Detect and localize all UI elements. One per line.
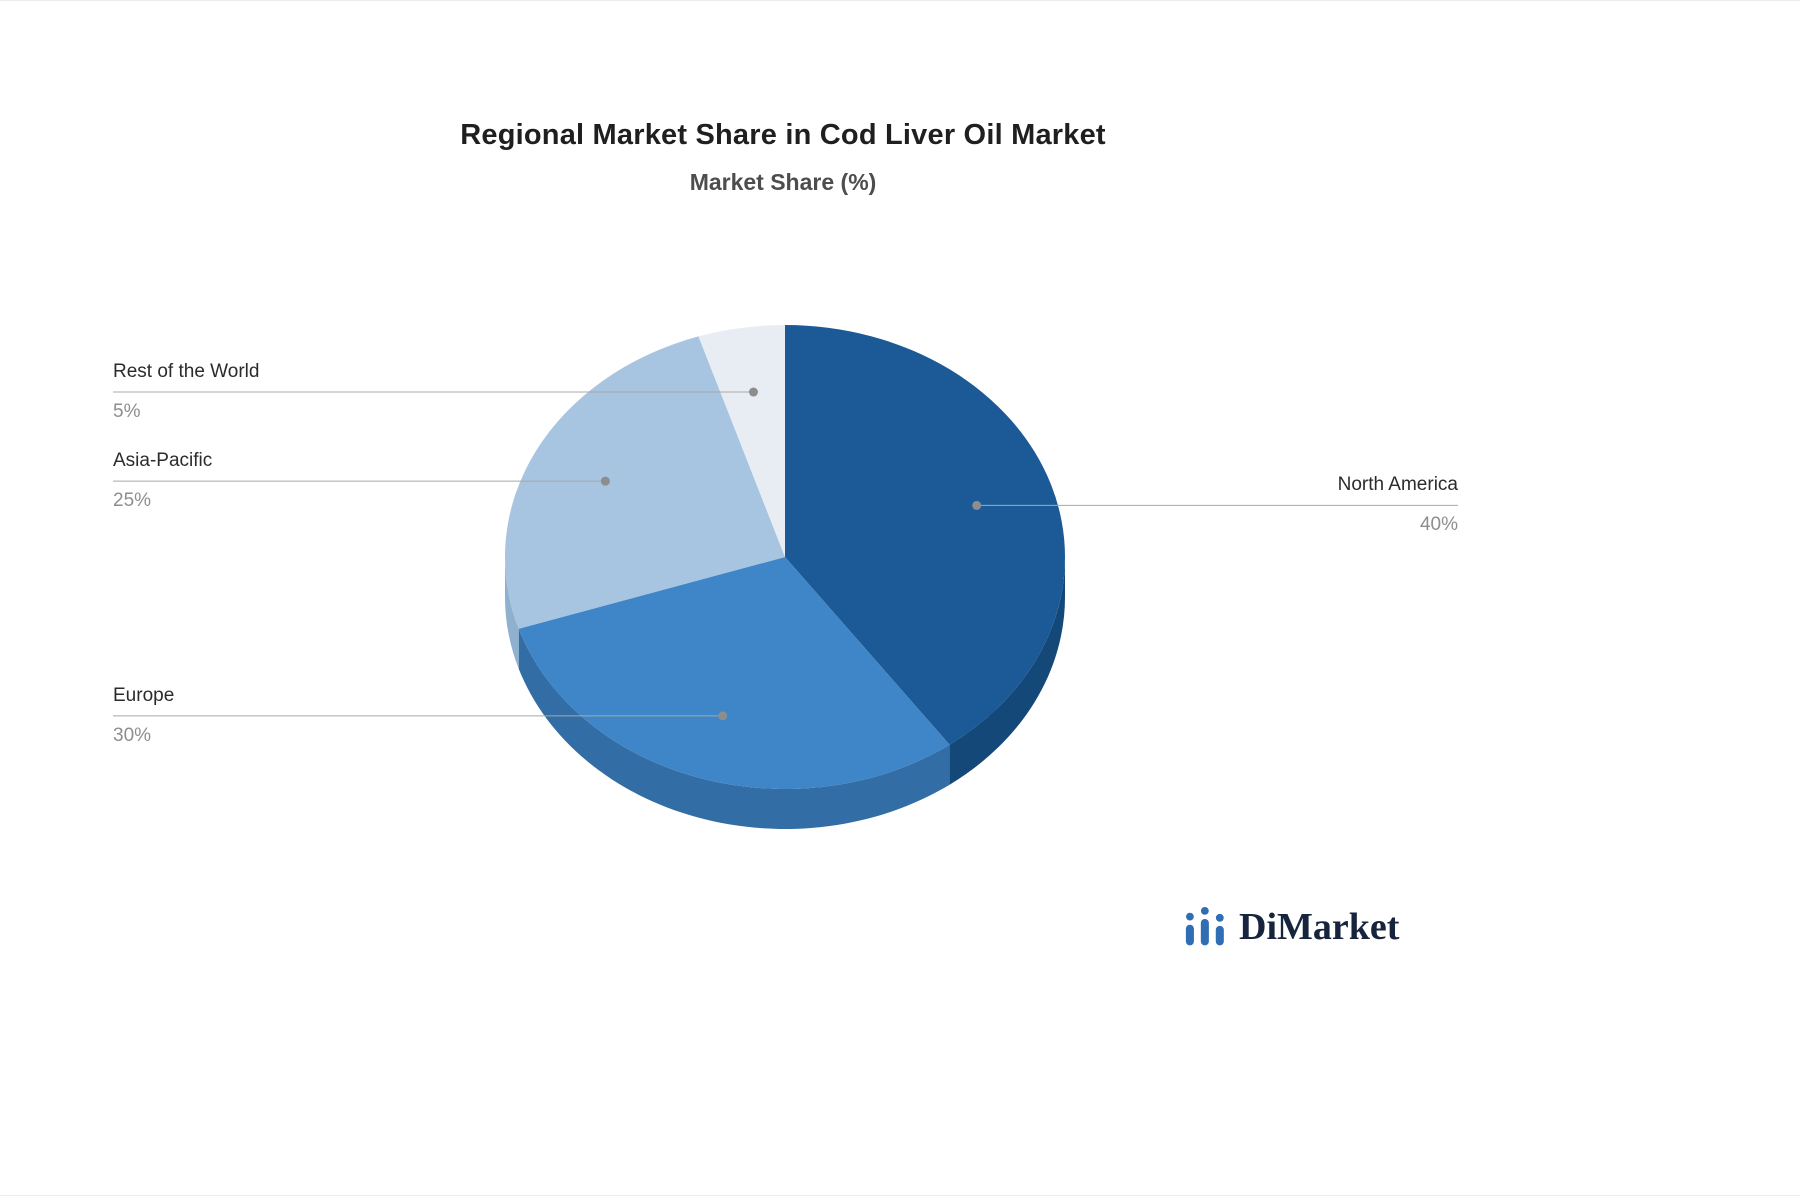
slice-label-rest-of-world: Rest of the World 5% bbox=[113, 359, 753, 425]
dimarket-logo: DiMarket bbox=[1183, 904, 1399, 950]
slice-value: 5% bbox=[113, 401, 141, 423]
chart-title: Regional Market Share in Cod Liver Oil M… bbox=[460, 119, 1106, 151]
slice-value: 30% bbox=[113, 724, 152, 746]
logo-text: DiMarket bbox=[1239, 906, 1400, 948]
slice-name: North America bbox=[1337, 474, 1458, 496]
slice-label-asia-pacific: Asia-Pacific 25% bbox=[113, 448, 605, 514]
slice-name: Europe bbox=[113, 684, 175, 706]
slice-label-europe: Europe 30% bbox=[113, 683, 723, 749]
slice-name: Asia-Pacific bbox=[113, 450, 213, 472]
slice-label-north-america: North America 40% bbox=[977, 472, 1458, 538]
slice-name: Rest of the World bbox=[113, 361, 260, 383]
chart-subtitle: Market Share (%) bbox=[689, 169, 877, 195]
logo-icon bbox=[1185, 906, 1224, 946]
slice-value: 40% bbox=[1419, 514, 1458, 536]
slice-value: 25% bbox=[113, 490, 152, 512]
